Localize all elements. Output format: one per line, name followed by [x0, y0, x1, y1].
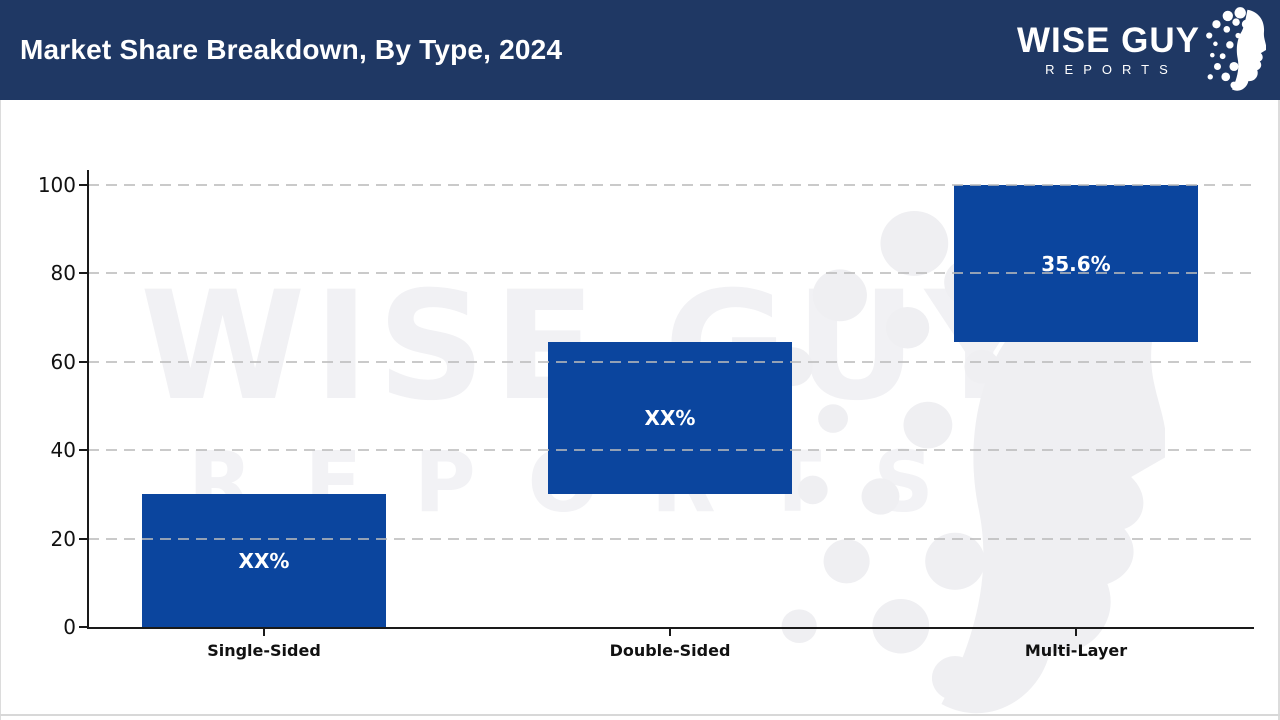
y-tick-label-60: 60: [50, 349, 76, 374]
bottom-border-line: [0, 714, 1280, 716]
bar-value-label: XX%: [644, 406, 696, 431]
y-tick-mark-40: [79, 449, 88, 452]
bar-single-sided: XX%: [142, 494, 386, 627]
bar-multi-layer: 35.6%: [954, 185, 1198, 343]
bar-value-label: XX%: [238, 548, 290, 573]
bar-value-label: 35.6%: [1041, 251, 1111, 276]
x-axis-line: [87, 627, 1254, 629]
brand-logo: WISE GUY REPORTS: [1017, 6, 1266, 94]
logo-face-icon: [1206, 7, 1266, 91]
gridline-80: [88, 272, 1253, 275]
gridline-20: [88, 537, 1253, 540]
y-tick-label-0: 0: [63, 615, 76, 639]
y-tick-mark-0: [79, 626, 88, 628]
x-tick-mark-3: [1075, 629, 1077, 636]
gridline-100: [88, 184, 1253, 186]
bar-double-sided: XX%: [548, 342, 792, 495]
header-bar: Market Share Breakdown, By Type, 2024 WI…: [0, 0, 1280, 100]
gridline-60: [88, 360, 1253, 363]
gridline-40: [88, 449, 1253, 452]
y-tick-label-40: 40: [50, 438, 76, 463]
brand-subtitle-text: REPORTS: [1045, 62, 1178, 77]
x-tick-mark-2: [669, 629, 671, 636]
y-axis-line: [87, 170, 89, 629]
y-tick-label-20: 20: [50, 526, 76, 551]
brand-name-text: WISE GUY: [1016, 21, 1200, 60]
x-tick-mark-1: [263, 629, 265, 636]
y-tick-mark-60: [79, 360, 88, 363]
x-category-label: Double-Sided: [609, 641, 731, 660]
y-tick-label-80: 80: [50, 261, 76, 286]
x-category-label: Single-Sided: [207, 641, 321, 660]
y-tick-mark-20: [79, 537, 88, 540]
brand-wordmark: WISE GUY REPORTS: [1017, 23, 1200, 77]
y-tick-label-100: 100: [37, 173, 76, 197]
x-category-label: Multi-Layer: [1024, 641, 1128, 660]
chart-title: Market Share Breakdown, By Type, 2024: [20, 34, 563, 65]
y-tick-mark-80: [79, 272, 88, 275]
y-tick-mark-100: [79, 184, 88, 186]
